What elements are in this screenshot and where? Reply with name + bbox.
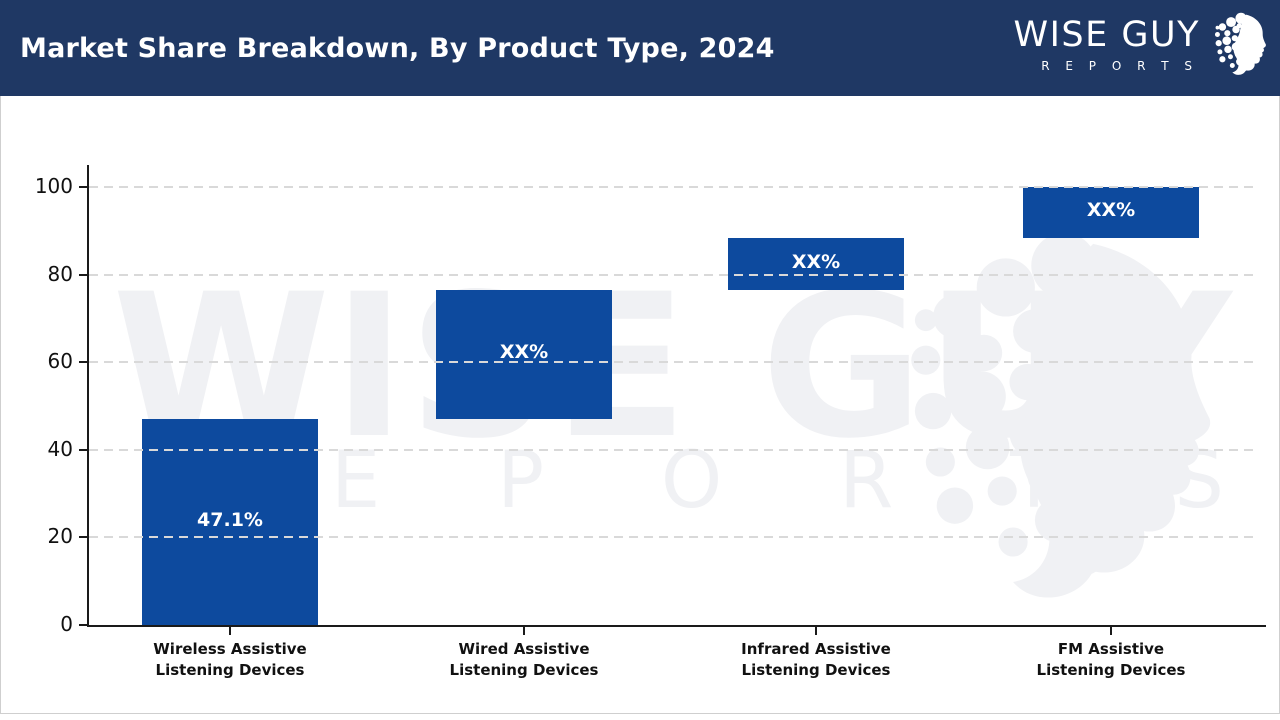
y-tick — [79, 624, 88, 626]
x-tick — [523, 627, 525, 635]
y-tick — [79, 273, 88, 276]
category-tick-label: Infrared Assistive Listening Devices — [741, 640, 891, 679]
gridline — [89, 361, 1258, 364]
header-band: Market Share Breakdown, By Product Type,… — [0, 0, 1280, 96]
brand-face-icon — [1214, 12, 1266, 75]
y-tick-label: 100 — [34, 174, 73, 198]
y-axis-spine — [87, 165, 89, 627]
y-tick — [79, 448, 88, 451]
gridline — [89, 186, 1258, 188]
brand-logo-line1: WISE GUY — [1013, 15, 1200, 55]
gridline — [89, 448, 1258, 451]
gridline — [89, 536, 1258, 539]
y-tick — [79, 186, 88, 188]
y-tick — [79, 361, 88, 364]
bar-segment — [436, 289, 612, 419]
y-tick-label: 0 — [60, 612, 73, 636]
bar-segment — [1023, 187, 1199, 238]
gridline — [89, 273, 1258, 276]
brand-logo-line2: R E P O R T S — [1041, 59, 1198, 73]
bar-value-label: 47.1% — [197, 508, 263, 531]
bar-value-label: XX% — [1086, 199, 1136, 222]
y-tick-label: 60 — [47, 349, 73, 374]
y-tick-label: 40 — [47, 436, 73, 461]
y-tick — [79, 536, 88, 539]
x-tick — [229, 627, 231, 635]
bar-segment — [142, 418, 318, 625]
y-tick-label: 20 — [47, 524, 73, 549]
bar-segment — [728, 237, 904, 290]
category-tick-label: FM Assistive Listening Devices — [1036, 640, 1186, 679]
brand-logo: WISE GUY R E P O R T S — [1013, 15, 1200, 73]
y-tick-label: 80 — [47, 261, 73, 286]
x-tick — [1110, 627, 1112, 635]
category-tick-label: Wired Assistive Listening Devices — [449, 640, 599, 679]
bar-value-label: XX% — [499, 341, 549, 364]
bar-value-label: XX% — [791, 250, 841, 273]
category-tick-label: Wireless Assistive Listening Devices — [153, 640, 307, 679]
x-tick — [815, 627, 817, 635]
page-title: Market Share Breakdown, By Product Type,… — [20, 32, 775, 64]
x-axis-spine — [87, 625, 1266, 627]
